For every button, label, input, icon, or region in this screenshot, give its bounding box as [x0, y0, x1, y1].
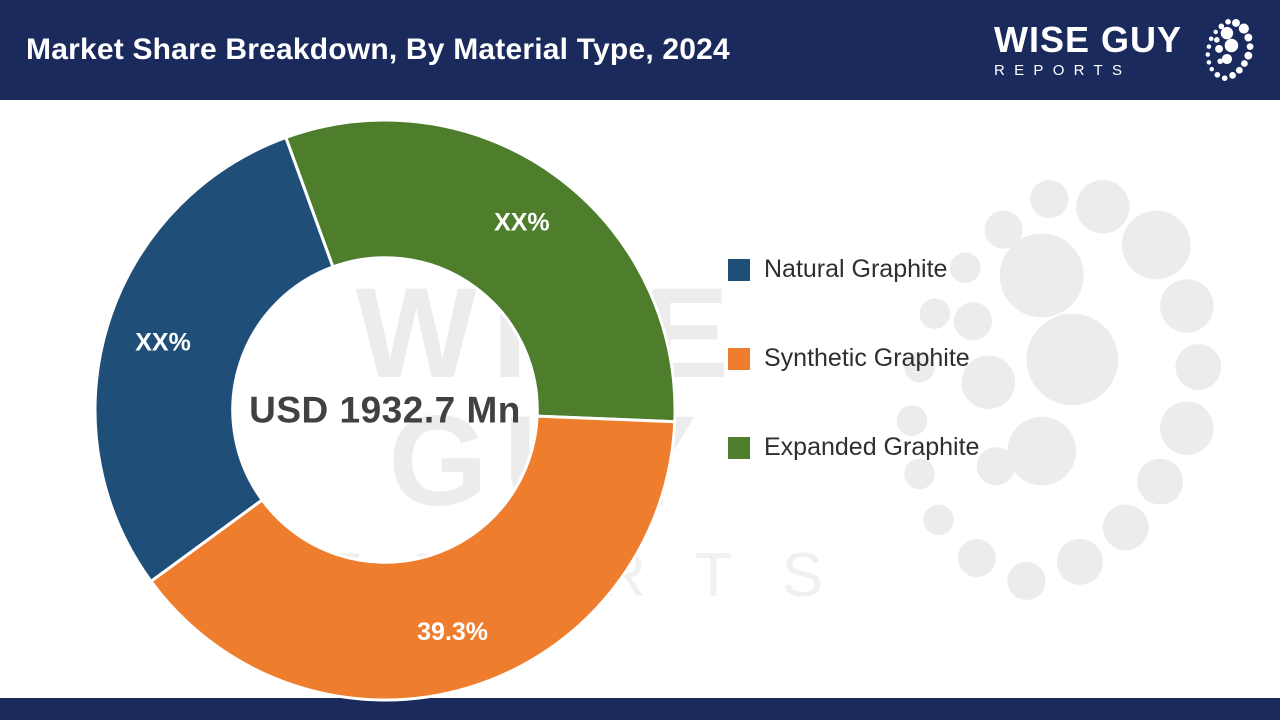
donut-chart: XX% 39.3% XX% USD 1932.7 Mn — [93, 118, 677, 702]
brand-logo: WISE GUY REPORTS — [994, 15, 1254, 85]
donut-segment-natural-graphite — [93, 135, 335, 584]
footer-bar — [0, 698, 1280, 720]
segment-value-label: XX% — [135, 329, 191, 357]
legend-label: Synthetic Graphite — [764, 344, 970, 372]
donut-segment-synthetic-graphite — [148, 414, 677, 702]
legend-item-natural-graphite: Natural Graphite — [728, 255, 979, 284]
legend-item-expanded-graphite: Expanded Graphite — [728, 433, 979, 462]
chart-area: WISE GUY REPORTS XX%39.3%XX%USD 1932.7 M… — [0, 100, 1280, 702]
brand-text: WISE GUY REPORTS — [993, 18, 1182, 79]
segment-value-label: XX% — [494, 209, 550, 237]
brand-subtitle: REPORTS — [993, 61, 1132, 79]
legend-swatch-expanded-graphite — [728, 436, 750, 459]
legend-item-synthetic-graphite: Synthetic Graphite — [728, 344, 979, 373]
chart-center-value: USD 1932.7 Mn — [249, 390, 521, 431]
legend-label: Natural Graphite — [764, 255, 948, 283]
legend-swatch-natural-graphite — [728, 258, 750, 281]
segment-value-label: 39.3% — [417, 618, 488, 646]
page-title: Market Share Breakdown, By Material Type… — [26, 33, 730, 66]
header: Market Share Breakdown, By Material Type… — [0, 0, 1280, 100]
brand-head-icon — [1205, 19, 1254, 81]
legend-label: Expanded Graphite — [764, 433, 980, 461]
legend: Natural Graphite Synthetic Graphite Expa… — [728, 255, 979, 462]
legend-swatch-synthetic-graphite — [728, 347, 750, 370]
donut-segment-expanded-graphite — [283, 118, 677, 424]
brand-name: WISE GUY — [993, 18, 1182, 60]
